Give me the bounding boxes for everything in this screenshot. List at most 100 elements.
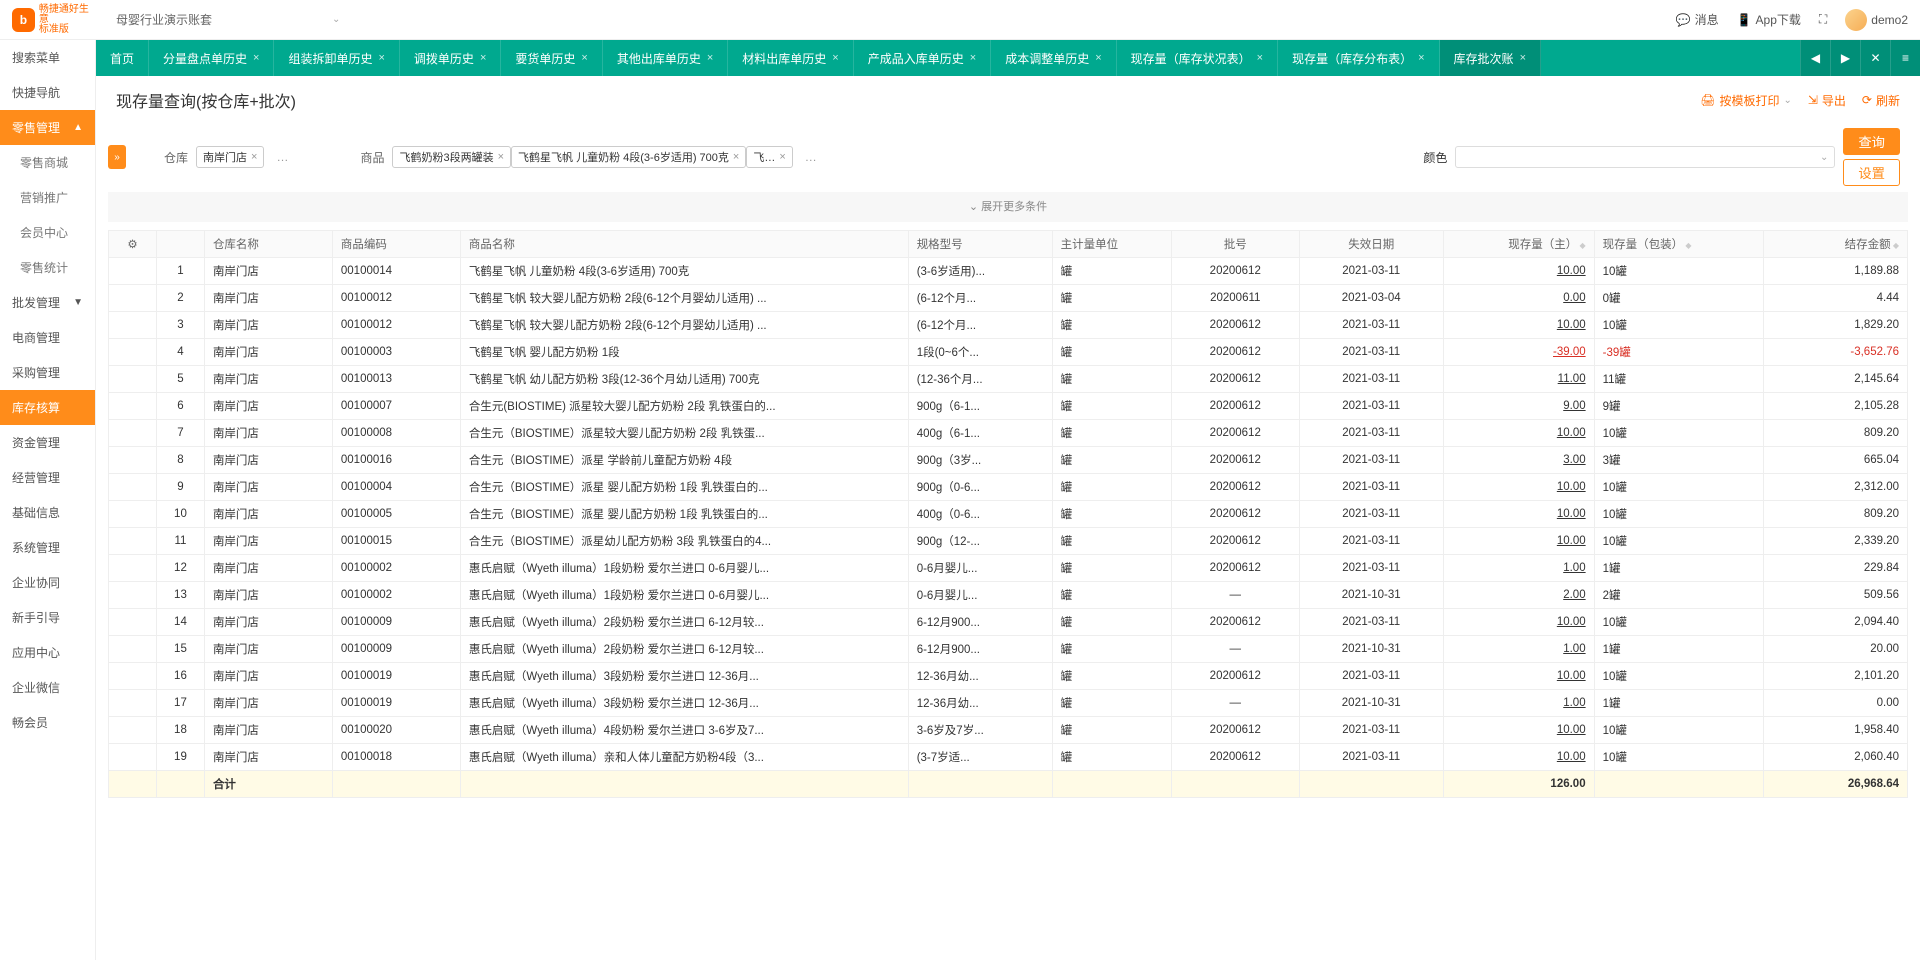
tab[interactable]: 分量盘点单历史×	[149, 40, 274, 76]
warehouse-more[interactable]: …	[272, 150, 292, 164]
column-header[interactable]: 商品编码	[332, 231, 460, 258]
close-icon[interactable]: ×	[707, 52, 713, 64]
goods-chip[interactable]: 飞鹤奶粉3段两罐装×	[392, 146, 511, 168]
table-row[interactable]: 7南岸门店00100008合生元（BIOSTIME）派星较大婴儿配方奶粉 2段 …	[109, 420, 1908, 447]
close-icon[interactable]: ×	[253, 52, 259, 64]
close-icon[interactable]: ×	[378, 52, 384, 64]
tab[interactable]: 首页	[96, 40, 149, 76]
column-header[interactable]: 商品名称	[460, 231, 908, 258]
close-icon[interactable]: ×	[480, 52, 486, 64]
column-header[interactable]: 规格型号	[908, 231, 1052, 258]
close-icon[interactable]: ×	[970, 52, 976, 64]
tab[interactable]: 库存批次账×	[1440, 40, 1541, 76]
table-row[interactable]: 6南岸门店00100007合生元(BIOSTIME) 派星较大婴儿配方奶粉 2段…	[109, 393, 1908, 420]
qty-link[interactable]: 1.00	[1563, 697, 1585, 709]
sidebar-item[interactable]: 营销推广	[0, 180, 95, 215]
column-header[interactable]	[156, 231, 204, 258]
qty-link[interactable]: 3.00	[1563, 454, 1585, 466]
fullscreen-button[interactable]: ⛶	[1819, 12, 1827, 27]
sidebar-item[interactable]: 新手引导	[0, 600, 95, 635]
table-row[interactable]: 18南岸门店00100020惠氏启赋（Wyeth illuma）4段奶粉 爱尔兰…	[109, 717, 1908, 744]
close-icon[interactable]: ×	[733, 151, 739, 163]
tab[interactable]: 材料出库单历史×	[728, 40, 853, 76]
tab[interactable]: 其他出库单历史×	[603, 40, 728, 76]
column-header[interactable]: 现存量（主）	[1443, 231, 1594, 258]
column-header[interactable]: 主计量单位	[1052, 231, 1171, 258]
tab-scroll-right[interactable]: ▶	[1830, 40, 1860, 76]
refresh-button[interactable]: ⟳刷新	[1862, 92, 1900, 109]
tab[interactable]: 现存量（库存状况表）×	[1117, 40, 1278, 76]
table-row[interactable]: 8南岸门店00100016合生元（BIOSTIME）派星 学龄前儿童配方奶粉 4…	[109, 447, 1908, 474]
qty-link[interactable]: 2.00	[1563, 589, 1585, 601]
close-icon[interactable]: ×	[251, 151, 257, 163]
close-icon[interactable]: ×	[1257, 52, 1263, 64]
sidebar-item[interactable]: 采购管理	[0, 355, 95, 390]
tab-scroll-left[interactable]: ◀	[1800, 40, 1830, 76]
table-row[interactable]: 13南岸门店00100002惠氏启赋（Wyeth illuma）1段奶粉 爱尔兰…	[109, 582, 1908, 609]
sidebar-item[interactable]: 零售商城	[0, 145, 95, 180]
table-row[interactable]: 2南岸门店00100012飞鹤星飞帆 较大婴儿配方奶粉 2段(6-12个月婴幼儿…	[109, 285, 1908, 312]
tab[interactable]: 要货单历史×	[501, 40, 602, 76]
table-row[interactable]: 4南岸门店00100003飞鹤星飞帆 婴儿配方奶粉 1段1段(0~6个...罐2…	[109, 339, 1908, 366]
sidebar-item[interactable]: 快捷导航	[0, 75, 95, 110]
sidebar-item[interactable]: 企业微信	[0, 670, 95, 705]
close-icon[interactable]: ×	[581, 52, 587, 64]
table-row[interactable]: 15南岸门店00100009惠氏启赋（Wyeth illuma）2段奶粉 爱尔兰…	[109, 636, 1908, 663]
table-row[interactable]: 16南岸门店00100019惠氏启赋（Wyeth illuma）3段奶粉 爱尔兰…	[109, 663, 1908, 690]
close-icon[interactable]: ×	[1418, 52, 1424, 64]
column-header[interactable]: 仓库名称	[204, 231, 332, 258]
settings-button[interactable]: 设置	[1843, 159, 1900, 186]
table-row[interactable]: 5南岸门店00100013飞鹤星飞帆 幼儿配方奶粉 3段(12-36个月幼儿适用…	[109, 366, 1908, 393]
close-icon[interactable]: ×	[498, 151, 504, 163]
table-row[interactable]: 14南岸门店00100009惠氏启赋（Wyeth illuma）2段奶粉 爱尔兰…	[109, 609, 1908, 636]
query-button[interactable]: 查询	[1843, 128, 1900, 155]
qty-link[interactable]: 10.00	[1557, 427, 1586, 439]
table-row[interactable]: 9南岸门店00100004合生元（BIOSTIME）派星 婴儿配方奶粉 1段 乳…	[109, 474, 1908, 501]
goods-chip[interactable]: 飞…×	[746, 146, 792, 168]
table-row[interactable]: 19南岸门店00100018惠氏启赋（Wyeth illuma）亲和人体儿童配方…	[109, 744, 1908, 771]
qty-link[interactable]: 9.00	[1563, 400, 1585, 412]
tab-close-all[interactable]: ✕	[1860, 40, 1890, 76]
sidebar-item[interactable]: 库存核算	[0, 390, 95, 425]
warehouse-chip[interactable]: 南岸门店×	[196, 146, 264, 168]
close-icon[interactable]: ×	[832, 52, 838, 64]
column-header[interactable]: 结存金额	[1763, 231, 1907, 258]
sidebar-item[interactable]: 企业协同	[0, 565, 95, 600]
account-selector[interactable]: 母婴行业演示账套 ⌄	[116, 11, 340, 28]
sidebar-item[interactable]: 搜索菜单	[0, 40, 95, 75]
sidebar-item[interactable]: 资金管理	[0, 425, 95, 460]
goods-more[interactable]: …	[801, 150, 821, 164]
qty-link[interactable]: -39.00	[1553, 346, 1586, 358]
sidebar-item[interactable]: 电商管理	[0, 320, 95, 355]
sidebar-item[interactable]: 基础信息	[0, 495, 95, 530]
sidebar-item[interactable]: 批发管理▼	[0, 285, 95, 320]
tab[interactable]: 调拨单历史×	[400, 40, 501, 76]
export-button[interactable]: ⇲导出	[1808, 92, 1846, 109]
sidebar-item[interactable]: 零售管理▲	[0, 110, 95, 145]
close-icon[interactable]: ×	[1520, 52, 1526, 64]
qty-link[interactable]: 10.00	[1557, 616, 1586, 628]
close-icon[interactable]: ×	[1095, 52, 1101, 64]
tab[interactable]: 现存量（库存分布表）×	[1278, 40, 1439, 76]
messages-button[interactable]: 💬消息	[1676, 11, 1719, 28]
sidebar-item[interactable]: 系统管理	[0, 530, 95, 565]
app-download-button[interactable]: 📱App下载	[1737, 11, 1801, 28]
qty-link[interactable]: 0.00	[1563, 292, 1585, 304]
sidebar-item[interactable]: 畅会员	[0, 705, 95, 740]
close-icon[interactable]: ×	[779, 151, 785, 163]
qty-link[interactable]: 10.00	[1557, 481, 1586, 493]
table-row[interactable]: 17南岸门店00100019惠氏启赋（Wyeth illuma）3段奶粉 爱尔兰…	[109, 690, 1908, 717]
qty-link[interactable]: 10.00	[1557, 508, 1586, 520]
sidebar-item[interactable]: 应用中心	[0, 635, 95, 670]
qty-link[interactable]: 10.00	[1557, 724, 1586, 736]
tab[interactable]: 产成品入库单历史×	[854, 40, 991, 76]
qty-link[interactable]: 1.00	[1563, 562, 1585, 574]
table-row[interactable]: 12南岸门店00100002惠氏启赋（Wyeth illuma）1段奶粉 爱尔兰…	[109, 555, 1908, 582]
sidebar-item[interactable]: 经营管理	[0, 460, 95, 495]
qty-link[interactable]: 10.00	[1557, 535, 1586, 547]
tab-menu[interactable]: ≡	[1890, 40, 1920, 76]
qty-link[interactable]: 10.00	[1557, 319, 1586, 331]
tab[interactable]: 组装拆卸单历史×	[274, 40, 399, 76]
table-row[interactable]: 10南岸门店00100005合生元（BIOSTIME）派星 婴儿配方奶粉 1段 …	[109, 501, 1908, 528]
table-row[interactable]: 11南岸门店00100015合生元（BIOSTIME）派星幼儿配方奶粉 3段 乳…	[109, 528, 1908, 555]
